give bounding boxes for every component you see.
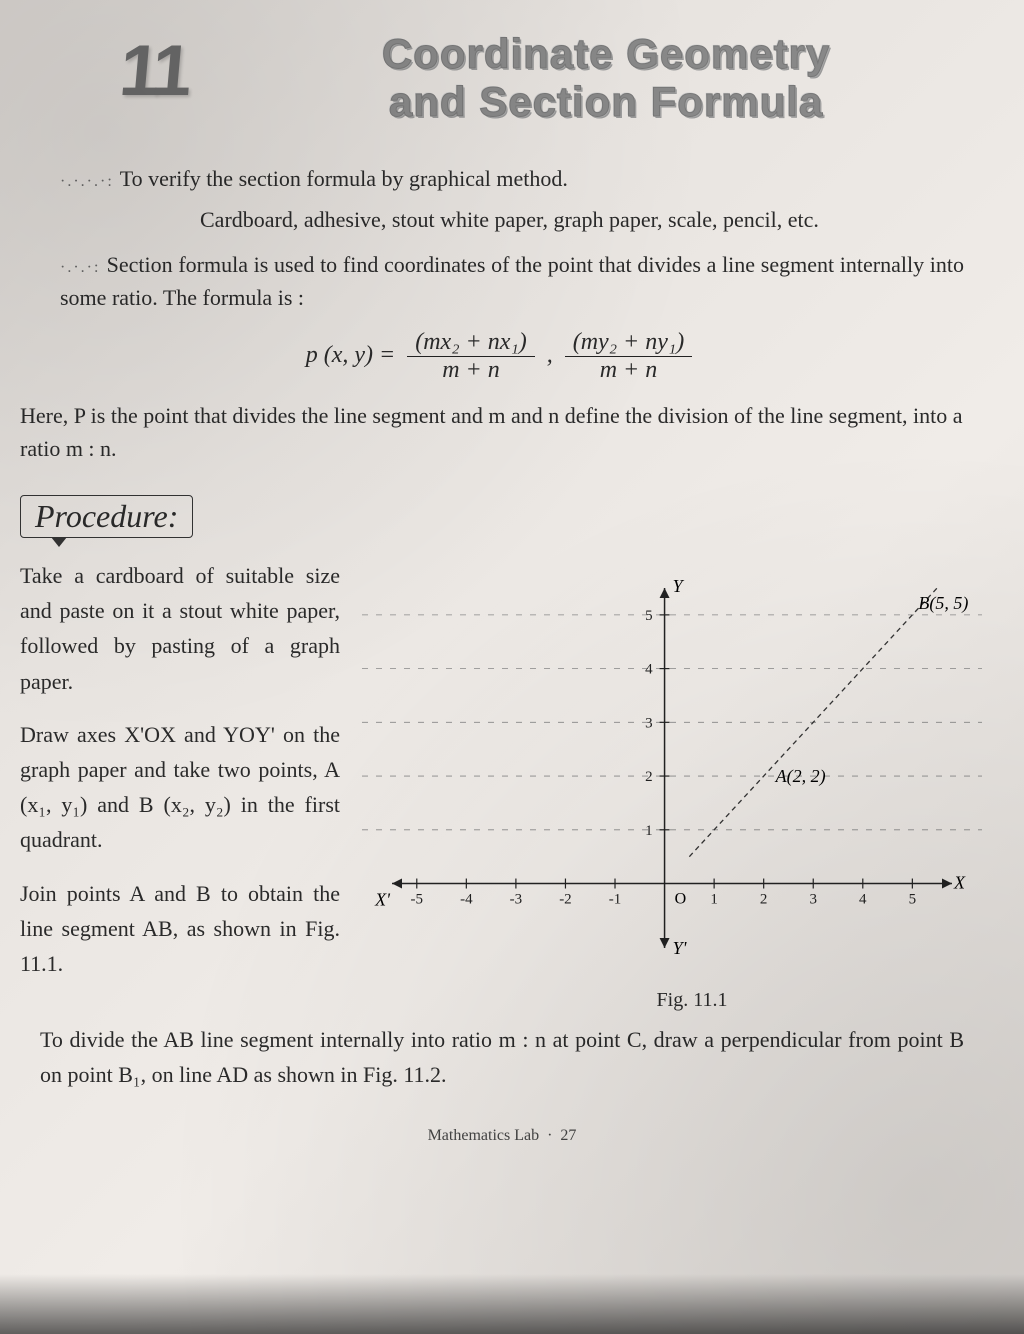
svg-text:O: O	[675, 891, 687, 908]
footer-page: 27	[560, 1127, 576, 1144]
svg-text:-3: -3	[510, 892, 523, 908]
svg-text:-2: -2	[559, 892, 572, 908]
step-3: Join points A and B to obtain the line s…	[20, 876, 340, 982]
figure-caption: Fig. 11.1	[400, 989, 984, 1012]
svg-text:A(2, 2): A(2, 2)	[775, 766, 826, 787]
svg-text:Y: Y	[673, 576, 685, 596]
procedure-heading: Procedure:	[20, 495, 193, 538]
svg-text:1: 1	[710, 892, 718, 908]
chapter-title: Coordinate Geometry and Section Formula	[228, 30, 984, 126]
header-row: 11 Coordinate Geometry and Section Formu…	[20, 20, 984, 126]
materials: Cardboard, adhesive, stout white paper, …	[200, 207, 984, 233]
prerequisite: ·.·.·: Section formula is used to find c…	[60, 248, 964, 314]
svg-text:-4: -4	[460, 892, 473, 908]
footer-label: Mathematics Lab	[428, 1127, 540, 1144]
svg-text:X': X'	[374, 890, 391, 910]
section-formula: p (x, y) = (mx₂ + nx₁) m + n , (my₂ + ny…	[20, 329, 984, 384]
page-footer: Mathematics Lab · 27	[20, 1127, 984, 1145]
svg-text:X: X	[953, 873, 966, 893]
objective-text: To verify the section formula by graphic…	[120, 166, 568, 191]
formula-lhs: p (x, y) =	[306, 342, 395, 368]
svg-text:-1: -1	[609, 892, 622, 908]
prereq-post: Here, P is the point that divides the li…	[20, 399, 964, 465]
svg-text:B(5, 5): B(5, 5)	[918, 593, 968, 614]
procedure-text: Take a cardboard of suitable size and pa…	[20, 558, 340, 999]
svg-text:4: 4	[859, 892, 867, 908]
objective: ·.·.·.·: To verify the section formula b…	[60, 166, 984, 192]
procedure-body: Take a cardboard of suitable size and pa…	[20, 558, 984, 999]
formula-num2: (my₂ + ny₁)	[565, 329, 693, 357]
svg-text:2: 2	[760, 892, 768, 908]
formula-sep: ,	[547, 342, 553, 368]
title-line-1: Coordinate Geometry	[228, 30, 984, 78]
svg-text:-5: -5	[411, 892, 424, 908]
svg-text:3: 3	[809, 892, 817, 908]
svg-text:4: 4	[645, 662, 653, 678]
svg-text:3: 3	[645, 715, 653, 731]
formula-den1: m + n	[407, 357, 535, 384]
step-1: Take a cardboard of suitable size and pa…	[20, 558, 340, 699]
prereq-intro: Section formula is used to find coordina…	[60, 252, 964, 310]
graph-svg: -5 -4 -3 -2 -1 1 2 3 4 5 1 2 3 4 5 X X' Y Y' O A(2, 2) B(5, 5…	[360, 558, 984, 978]
step-4: To divide the AB line segment internally…	[40, 1022, 964, 1092]
figure-11-1: -5 -4 -3 -2 -1 1 2 3 4 5 1 2 3 4 5 X X' Y Y' O A(2, 2) B(5, 5…	[360, 558, 984, 978]
formula-num1: (mx₂ + nx₁)	[407, 329, 535, 357]
title-line-2: and Section Formula	[228, 78, 984, 126]
objective-label-dots: ·.·.·.·:	[60, 173, 120, 190]
page-dark-edge	[0, 1274, 1024, 1334]
svg-text:Y': Y'	[673, 938, 688, 958]
formula-frac-1: (mx₂ + nx₁) m + n	[407, 329, 535, 384]
page: 11 Coordinate Geometry and Section Formu…	[0, 0, 1024, 1334]
svg-text:5: 5	[909, 892, 917, 908]
svg-text:1: 1	[645, 823, 653, 839]
svg-text:2: 2	[645, 769, 653, 785]
svg-text:5: 5	[645, 608, 653, 624]
formula-den2: m + n	[565, 357, 693, 384]
prereq-label-dots: ·.·.·:	[60, 259, 107, 276]
formula-frac-2: (my₂ + ny₁) m + n	[565, 329, 693, 384]
materials-text: Cardboard, adhesive, stout white paper, …	[200, 207, 819, 232]
step-2: Draw axes X'OX and YOY' on the graph pap…	[20, 717, 340, 858]
chapter-number: 11	[116, 30, 191, 112]
